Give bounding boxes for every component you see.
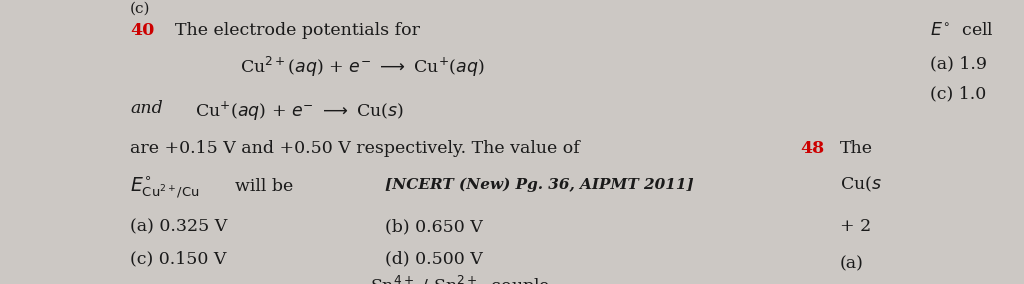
Text: 40: 40: [130, 22, 155, 39]
Text: (a) 0.325 V: (a) 0.325 V: [130, 218, 227, 235]
Text: The electrode potentials for: The electrode potentials for: [175, 22, 420, 39]
Text: (a) 1.9: (a) 1.9: [930, 55, 987, 72]
Text: will be: will be: [234, 178, 293, 195]
Text: 48: 48: [800, 140, 824, 157]
Text: Cu$^{+}$($aq$) + $e^{-}$ $\longrightarrow$ Cu($s$): Cu$^{+}$($aq$) + $e^{-}$ $\longrightarro…: [195, 100, 403, 123]
Text: The: The: [840, 140, 873, 157]
Text: $E^{\circ}_{\mathrm{Cu^{2+}/Cu}}$: $E^{\circ}_{\mathrm{Cu^{2+}/Cu}}$: [130, 175, 200, 201]
Text: are +0.15 V and +0.50 V respectively. The value of: are +0.15 V and +0.50 V respectively. Th…: [130, 140, 580, 157]
Text: (b) 0.650 V: (b) 0.650 V: [385, 218, 482, 235]
Text: Cu($s$: Cu($s$: [840, 175, 882, 194]
Text: (a): (a): [840, 255, 864, 272]
Text: (c) 0.150 V: (c) 0.150 V: [130, 250, 226, 267]
Text: $E^{\circ}$  cell: $E^{\circ}$ cell: [930, 22, 994, 39]
Text: [NCERT (New) Pg. 36, AIPMT 2011]: [NCERT (New) Pg. 36, AIPMT 2011]: [385, 178, 693, 192]
Text: + 2: + 2: [840, 218, 871, 235]
Text: (c): (c): [130, 2, 151, 16]
Text: Cu$^{2+}$($aq$) + $e^{-}$ $\longrightarrow$ Cu$^{+}$($aq$): Cu$^{2+}$($aq$) + $e^{-}$ $\longrightarr…: [240, 55, 484, 79]
Text: (c) 1.0: (c) 1.0: [930, 85, 986, 102]
Text: and: and: [130, 100, 163, 117]
Text: (d) 0.500 V: (d) 0.500 V: [385, 250, 482, 267]
Text: Sn$^{4+}$ / Sn$^{2+}$  couple: Sn$^{4+}$ / Sn$^{2+}$ couple: [370, 274, 550, 284]
